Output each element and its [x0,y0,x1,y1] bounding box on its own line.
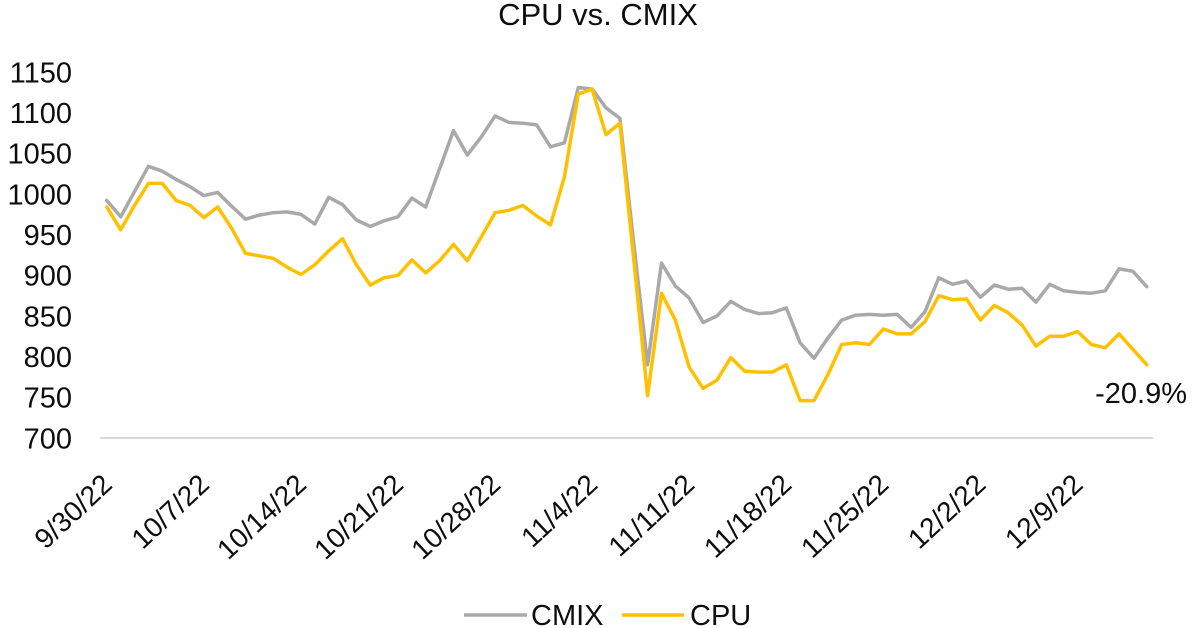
svg-text:900: 900 [24,261,72,293]
svg-text:1150: 1150 [10,57,72,89]
svg-text:-20.9%: -20.9% [1095,378,1187,410]
svg-text:1100: 1100 [10,98,72,130]
svg-text:CMIX: CMIX [531,600,604,628]
svg-text:700: 700 [24,423,72,455]
svg-text:950: 950 [24,220,72,252]
svg-text:800: 800 [24,342,72,374]
svg-text:1050: 1050 [7,139,72,171]
svg-text:750: 750 [24,383,72,415]
svg-text:CPU: CPU [690,600,751,628]
svg-text:850: 850 [24,301,72,333]
svg-text:1000: 1000 [7,179,72,211]
svg-text:CPU vs. CMIX: CPU vs. CMIX [498,0,698,32]
